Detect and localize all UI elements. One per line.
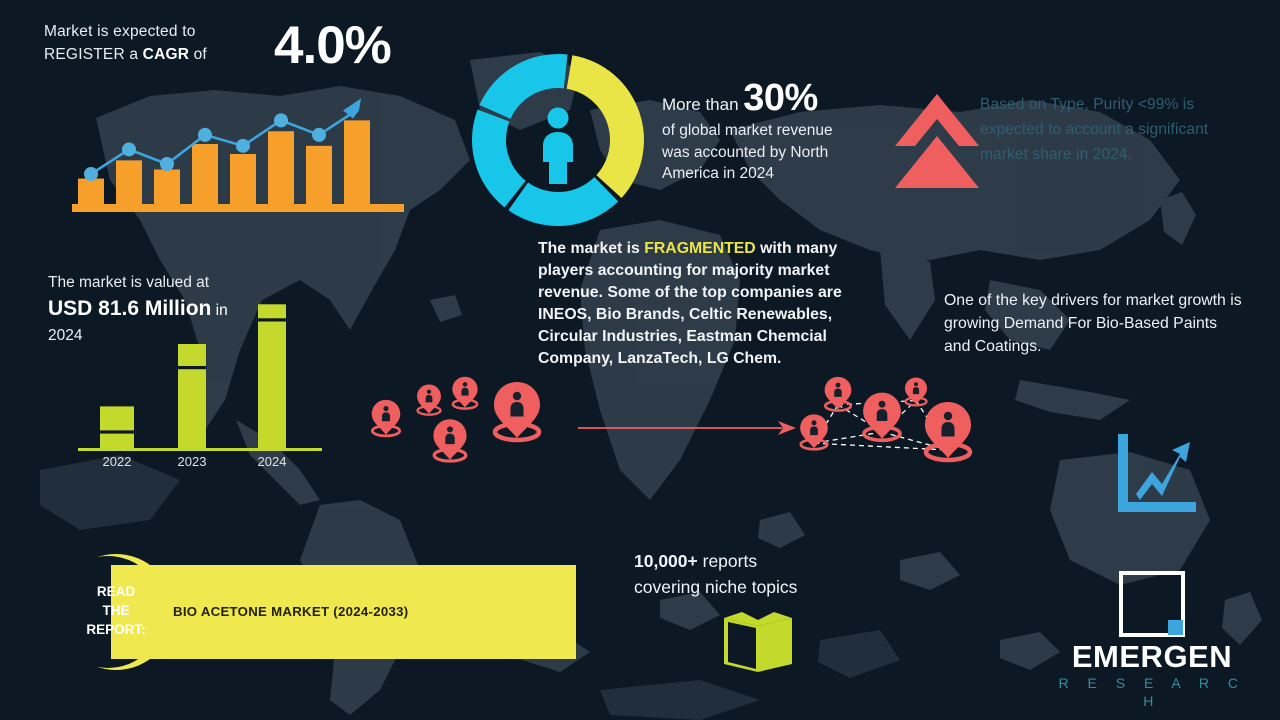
logo-wordmark: EMERGEN [1071,639,1233,674]
green-bar-label-2023: 2023 [177,454,207,469]
read-label-1: READ [96,584,136,599]
orange-bar [230,154,256,204]
map-pin-person-icon [862,392,902,443]
report-title-banner[interactable] [111,565,576,659]
green-bar [100,406,134,448]
valuation-value-row: USD 81.6 Million in [48,294,308,325]
growth-chart-arrow-icon [1118,434,1196,512]
reports-count-value: 10,000+ [634,551,698,571]
trend-dot [236,138,250,153]
green-bar-divider [178,366,206,370]
north-america-share-donut [472,54,644,226]
key-driver-note: One of the key drivers for market growth… [944,292,1242,355]
map-pins [370,376,542,463]
trend-dot [122,142,136,157]
donut-segment [472,109,526,208]
cagr-description: Market is expected to REGISTER a CAGR of [44,20,234,66]
trend-dot [160,157,174,171]
reports-count-callout: 10,000+ reports covering niche topics [634,548,884,600]
read-label-2: THE [102,603,130,618]
cagr-value: 4.0% [274,16,392,75]
na-body: of global market revenue was accounted b… [662,122,833,182]
green-bar [178,344,206,448]
na-prefix: More than [662,95,744,114]
reports-count-line1: 10,000+ reports [634,548,884,574]
right-arrow-icon [578,421,796,435]
map-pin-person-icon [904,377,928,407]
chart-baseline [72,204,404,212]
valuation-value: USD 81.6 Million [48,297,212,320]
valuation-line1: The market is valued at [48,274,210,291]
fragmented-pre: The market is [538,240,645,257]
report-title: BIO ACETONE MARKET (2024-2033) [173,604,409,619]
orange-trend-dots [84,113,326,181]
trend-dot [84,167,98,181]
green-bar [258,304,286,448]
orange-growth-bar-chart [72,98,404,212]
map-pin-person-icon [823,376,853,412]
reports-count-rest: reports [697,551,758,571]
valuation-suffix: in [211,302,228,319]
cagr-callout: Market is expected to REGISTER a CAGR of… [44,16,444,90]
orange-bar [268,131,294,204]
orange-bar [116,160,142,204]
donut-segment [508,177,619,226]
cagr-line2-post: of [189,46,207,63]
fragmented-post: with many players accounting for majorit… [538,240,842,367]
na-headline: More than 30% [662,79,862,117]
donut-segments [472,54,644,226]
market-valuation-callout: The market is valued at USD 81.6 Million… [48,272,308,347]
cagr-line1: Market is expected to [44,23,196,40]
read-report-banner[interactable]: READ THE REPORT: BIO ACETONE MARKET (202… [56,552,576,672]
read-label-3: REPORT: [86,622,146,637]
map-pin-person-icon [923,402,973,463]
map-pin-person-icon [451,376,479,410]
read-report-label: READ THE REPORT: [68,582,164,639]
trend-arrow-head [343,98,361,119]
map-pin-network-right [799,376,973,463]
orange-bars [78,120,370,204]
orange-bar [78,178,104,204]
cagr-line2-bold: CAGR [142,46,190,63]
cagr-line2-pre: REGISTER a [44,46,143,63]
north-america-share-callout: More than 30% of global market revenue w… [662,79,862,185]
green-bar-divider [258,318,286,322]
na-value: 30% [743,77,818,119]
trend-dot [312,127,326,142]
trend-dot [274,113,288,128]
person-icon [543,107,573,184]
valuation-year: 2024 [48,327,83,344]
fragmentation-paragraph: The market is FRAGMENTED with many playe… [538,238,890,370]
donut-segment [566,55,644,198]
map-pin-person-icon [492,382,542,443]
emergen-research-logo: EMERGEN R E S E A R C H [1046,570,1258,709]
logo-subtitle: R E S E A R C H [1058,675,1246,709]
double-chevron-up-icon [895,94,979,188]
orange-bar [154,169,180,204]
fragmented-highlight: FRAGMENTED [644,240,756,257]
green-bars [100,304,286,448]
map-pin-person-icon [799,414,829,451]
map-pin-person-icon [370,399,402,438]
orange-bar [306,145,332,204]
green-bar-label-2024: 2024 [257,454,287,469]
orange-bar [192,144,218,204]
map-pins [799,376,973,463]
orange-bar [344,120,370,204]
market-value-bar-chart: 2022 2023 2024 [78,292,338,474]
green-bar-divider [100,430,134,434]
open-book-icon [724,612,792,672]
reports-count-line2: covering niche topics [634,577,798,597]
green-baseline [78,448,322,451]
trend-dot [198,127,212,142]
square-outline-icon [1119,571,1185,637]
green-bar-label-2022: 2022 [102,454,132,469]
donut-segment [479,54,568,119]
purity-type-note: Based on Type, Purity <99% is expected t… [980,96,1209,163]
map-pin-cluster-left [370,376,542,463]
map-pin-person-icon [416,384,442,416]
map-pin-person-icon [432,419,468,463]
